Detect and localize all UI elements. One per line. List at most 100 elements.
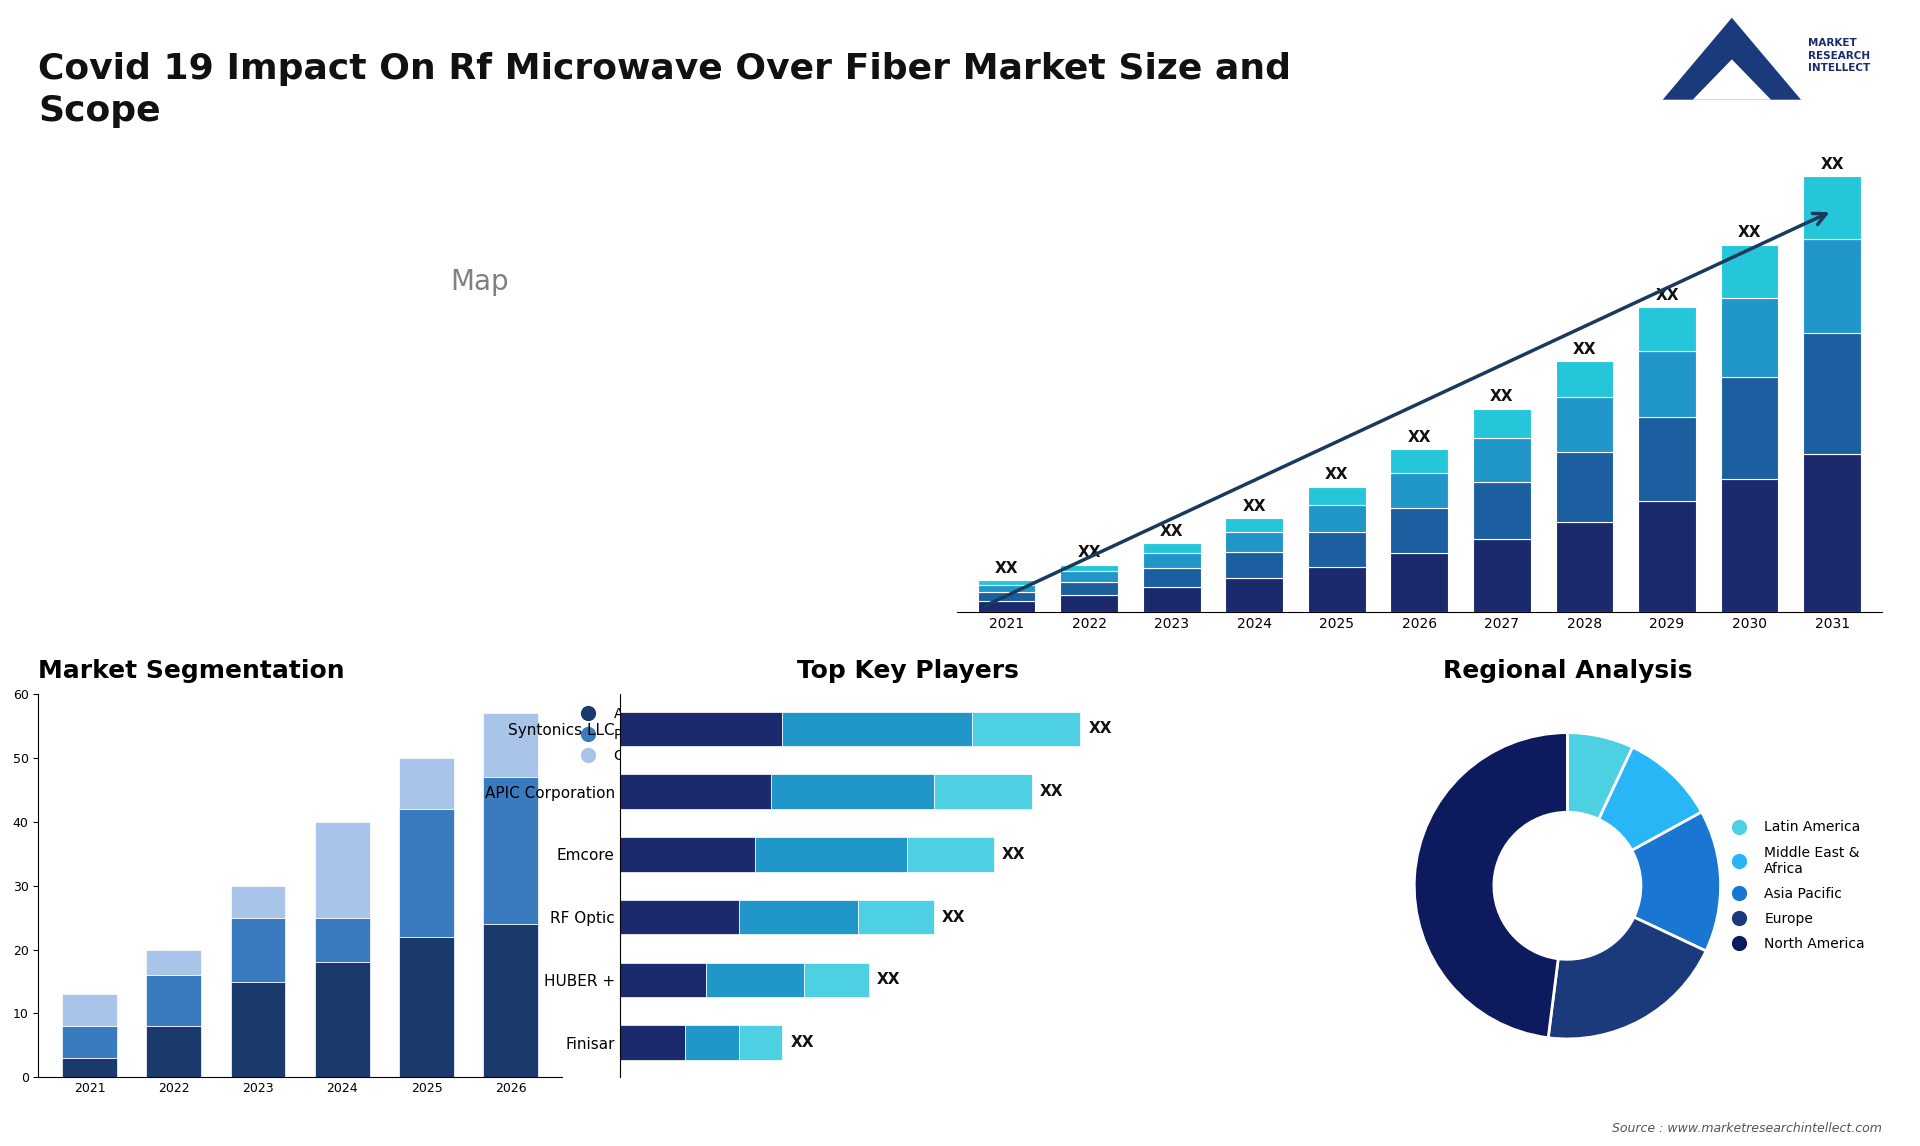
Bar xyxy=(484,777,538,924)
Text: XX: XX xyxy=(1655,288,1678,303)
Bar xyxy=(739,900,858,934)
Bar xyxy=(1555,452,1613,521)
Bar xyxy=(972,712,1081,746)
Bar xyxy=(315,918,371,963)
Legend: Application, Product, Geography: Application, Product, Geography xyxy=(568,701,697,768)
Bar xyxy=(1060,565,1117,572)
Bar xyxy=(1803,454,1860,612)
Bar xyxy=(1390,449,1448,473)
Bar xyxy=(620,838,755,872)
Bar xyxy=(484,924,538,1077)
Bar xyxy=(1225,578,1283,612)
Text: XX: XX xyxy=(1820,157,1843,172)
Bar xyxy=(772,775,933,809)
Text: XX: XX xyxy=(1325,468,1348,482)
Bar xyxy=(977,580,1035,584)
Text: XX: XX xyxy=(1041,784,1064,799)
Bar xyxy=(230,886,286,918)
Bar xyxy=(1142,554,1200,568)
Bar xyxy=(685,1026,739,1060)
Title: Regional Analysis: Regional Analysis xyxy=(1442,659,1692,683)
Text: XX: XX xyxy=(995,560,1018,576)
Bar xyxy=(707,963,804,997)
Text: XX: XX xyxy=(1738,226,1761,241)
Text: XX: XX xyxy=(1490,390,1513,405)
Bar xyxy=(1803,333,1860,454)
Bar xyxy=(1555,398,1613,452)
Text: Map: Map xyxy=(451,268,509,296)
Bar xyxy=(1390,473,1448,508)
Bar xyxy=(146,1026,202,1077)
Bar xyxy=(620,963,707,997)
Bar xyxy=(906,838,995,872)
Bar xyxy=(146,950,202,975)
Bar xyxy=(1473,482,1530,539)
Text: XX: XX xyxy=(1160,524,1183,539)
Bar xyxy=(739,1026,781,1060)
Bar xyxy=(1308,567,1365,612)
Bar xyxy=(1308,504,1365,532)
Bar xyxy=(61,1026,117,1058)
Wedge shape xyxy=(1548,917,1707,1039)
Text: XX: XX xyxy=(877,972,900,988)
Bar xyxy=(620,775,772,809)
Bar xyxy=(1473,409,1530,438)
Bar xyxy=(146,975,202,1026)
Bar xyxy=(1060,572,1117,581)
Legend: Latin America, Middle East &
Africa, Asia Pacific, Europe, North America: Latin America, Middle East & Africa, Asi… xyxy=(1720,815,1870,957)
Bar xyxy=(1473,438,1530,482)
Bar xyxy=(1720,245,1778,298)
Bar xyxy=(1142,568,1200,587)
Bar xyxy=(399,759,453,809)
Bar xyxy=(1803,240,1860,333)
Text: XX: XX xyxy=(943,910,966,925)
Bar xyxy=(1720,479,1778,612)
Bar xyxy=(1720,377,1778,479)
Bar xyxy=(977,584,1035,591)
Bar xyxy=(1638,351,1695,417)
Bar xyxy=(399,809,453,936)
Bar xyxy=(1555,521,1613,612)
Bar xyxy=(1720,298,1778,377)
Bar xyxy=(1225,552,1283,578)
Bar xyxy=(933,775,1031,809)
Wedge shape xyxy=(1632,813,1720,951)
Bar xyxy=(1555,361,1613,398)
Bar xyxy=(1142,587,1200,612)
Bar xyxy=(1390,554,1448,612)
Text: Covid 19 Impact On Rf Microwave Over Fiber Market Size and
Scope: Covid 19 Impact On Rf Microwave Over Fib… xyxy=(38,52,1292,127)
Bar xyxy=(1225,518,1283,532)
Bar xyxy=(1308,487,1365,504)
Bar xyxy=(1803,176,1860,240)
Bar xyxy=(315,963,371,1077)
Bar xyxy=(1473,539,1530,612)
Bar xyxy=(781,712,972,746)
Bar xyxy=(1225,532,1283,552)
Text: XX: XX xyxy=(1242,499,1265,513)
Bar xyxy=(230,981,286,1077)
Wedge shape xyxy=(1415,732,1567,1038)
Text: Source : www.marketresearchintellect.com: Source : www.marketresearchintellect.com xyxy=(1611,1122,1882,1135)
Bar xyxy=(620,712,781,746)
Wedge shape xyxy=(1599,747,1701,850)
Bar xyxy=(1638,501,1695,612)
Text: XX: XX xyxy=(1002,847,1025,862)
Polygon shape xyxy=(1663,17,1801,100)
Bar xyxy=(620,1026,685,1060)
Polygon shape xyxy=(1693,60,1770,100)
Bar xyxy=(804,963,870,997)
Text: XX: XX xyxy=(1077,545,1100,560)
Bar xyxy=(61,1058,117,1077)
Bar xyxy=(230,918,286,981)
Bar xyxy=(977,591,1035,601)
Text: XX: XX xyxy=(1089,722,1112,737)
Title: Top Key Players: Top Key Players xyxy=(797,659,1020,683)
Bar xyxy=(620,900,739,934)
Text: XX: XX xyxy=(791,1035,814,1050)
Bar xyxy=(858,900,933,934)
Bar xyxy=(1638,307,1695,351)
Bar xyxy=(61,995,117,1026)
Text: XX: XX xyxy=(1572,342,1596,356)
Bar xyxy=(315,822,371,918)
Bar xyxy=(484,714,538,777)
